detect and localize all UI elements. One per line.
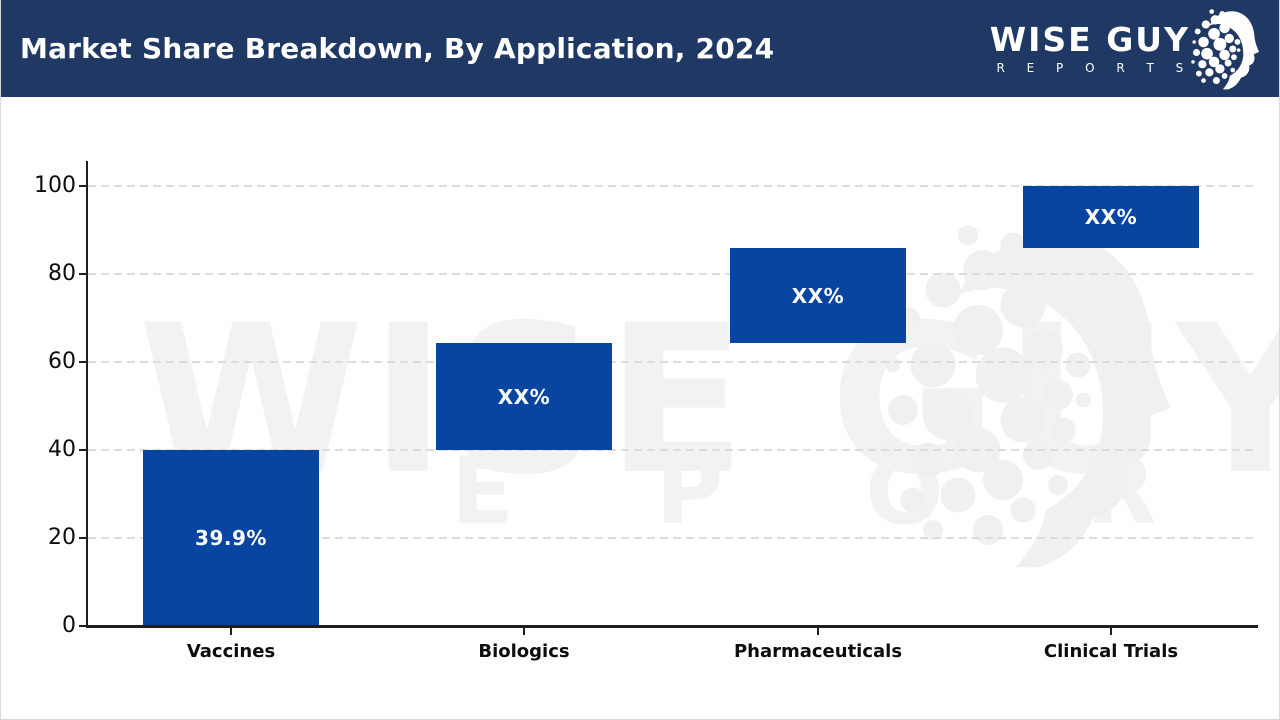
x-axis-label: Vaccines [186, 641, 276, 662]
page-title: Market Share Breakdown, By Application, … [20, 32, 775, 65]
brand-logo-text: WISE GUY R E P O R T S [990, 23, 1190, 74]
x-axis-tick [523, 627, 525, 635]
bar-value-label: XX% [497, 384, 551, 409]
bar-value-label: 39.9% [195, 526, 267, 551]
brand-logo: WISE GUY R E P O R T S [990, 8, 1262, 90]
bar-value-label: XX% [1084, 205, 1138, 230]
brand-logo-line2: R E P O R T S [996, 61, 1193, 75]
y-axis-tick [79, 361, 88, 363]
gridline [88, 537, 1258, 539]
x-axis-label: Pharmaceuticals [733, 641, 903, 662]
x-axis-label: Clinical Trials [1043, 641, 1179, 662]
bar-biologics: XX% [436, 343, 612, 451]
y-axis-tick-label: 80 [48, 261, 76, 286]
y-axis-tick-label: 0 [62, 613, 76, 638]
y-axis-tick-label: 40 [48, 437, 76, 462]
y-axis-spine [86, 161, 88, 628]
x-axis-tick [817, 627, 819, 635]
bar-clinical-trials: XX% [1023, 186, 1199, 249]
gridline [88, 361, 1258, 363]
y-axis-tick-label: 60 [48, 349, 76, 374]
y-axis-tick-label: 20 [48, 525, 76, 550]
x-axis-label: Biologics [478, 641, 570, 662]
y-axis-tick [79, 273, 88, 275]
y-axis-tick-label: 100 [34, 173, 76, 198]
bar-pharmaceuticals: XX% [730, 248, 906, 344]
gridline [88, 273, 1258, 275]
gridline [88, 449, 1258, 451]
y-axis-tick [79, 449, 88, 451]
gridline [88, 185, 1258, 187]
y-axis-tick [79, 537, 88, 539]
brand-logo-line1: WISE GUY [989, 20, 1190, 59]
y-axis-tick [79, 625, 88, 627]
brand-head-icon [1191, 8, 1260, 89]
x-axis-tick [230, 627, 232, 635]
x-axis-spine [86, 625, 1258, 628]
bar-vaccines: 39.9% [143, 450, 319, 626]
x-axis-tick [1110, 627, 1112, 635]
y-axis-tick [79, 185, 88, 187]
bar-value-label: XX% [791, 283, 845, 308]
header-bar: Market Share Breakdown, By Application, … [0, 0, 1280, 97]
